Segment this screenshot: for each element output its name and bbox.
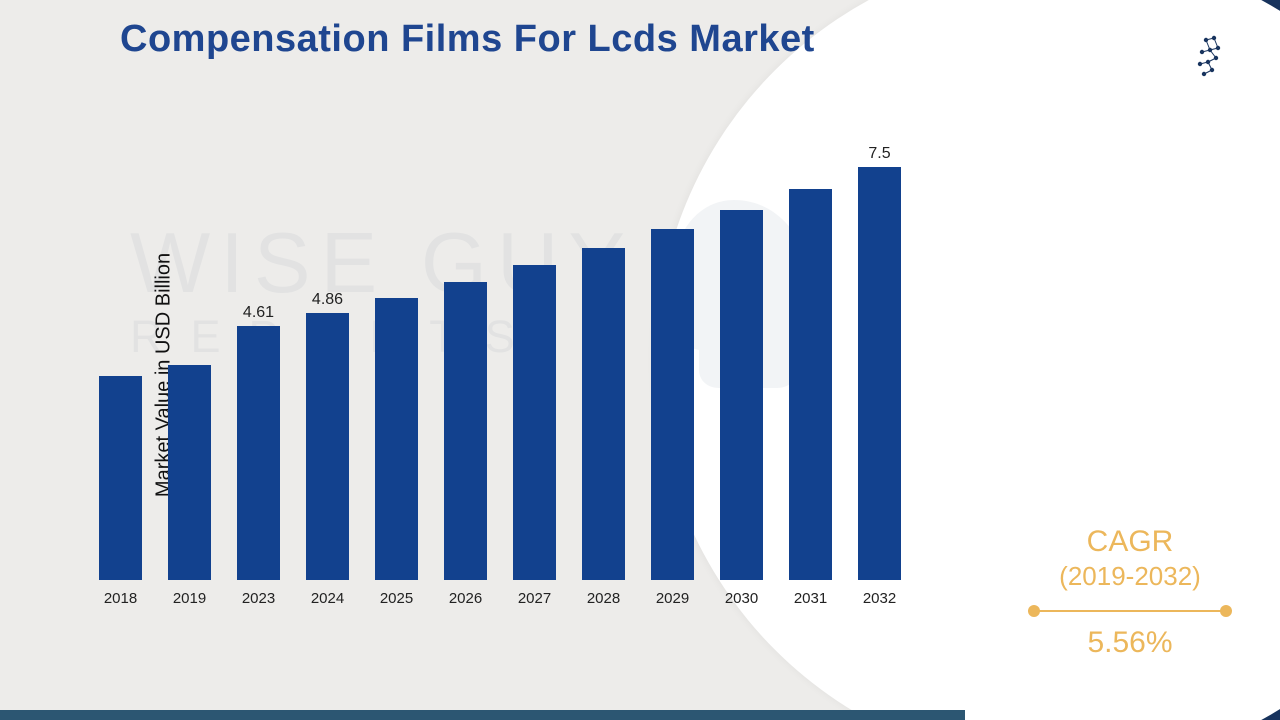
x-axis: 2018 2019 2023 2024 2025 2026 2027 2028 2029 2030… [90,584,910,610]
logo-head-icon [1172,20,1232,90]
bar [720,210,763,580]
brand-logo: WISE GUY REPORTS [990,20,1250,90]
x-tick-label: 2026 [439,584,492,610]
x-tick-label: 2032 [853,584,906,610]
cagr-value: 5.56% [1010,626,1250,660]
bar-wrap [646,207,699,580]
x-tick-label: 2018 [94,584,147,610]
bar-wrap: 4.86 [301,291,354,580]
bar-wrap [94,354,147,580]
x-tick-label: 2027 [508,584,561,610]
cagr-block: CAGR (2019-2032) 5.56% [1010,525,1250,660]
bar-chart: Market Value in USD Billion 4.614.867.5 … [80,140,910,610]
bar-value-label: 4.61 [243,304,274,322]
bar-wrap [508,243,561,580]
bar [444,282,487,580]
bar-wrap [784,167,837,580]
bar-wrap [715,188,768,580]
chart-title: Compensation Films For Lcds Market [120,18,815,61]
plot-area: 4.61 4.86 7.5 [90,140,910,580]
x-tick-label: 2029 [646,584,699,610]
stage: Compensation Films For Lcds Market WISE … [0,0,1280,720]
bar-wrap [439,260,492,580]
logo-line1: WISE GUY [990,31,1164,61]
bar [858,167,901,580]
bar [651,229,694,580]
x-tick-label: 2031 [784,584,837,610]
x-tick-label: 2019 [163,584,216,610]
x-tick-label: 2024 [301,584,354,610]
bar-wrap: 4.61 [232,304,285,580]
bar [99,376,142,580]
bar-wrap [163,343,216,580]
bar-value-label: 7.5 [868,145,890,163]
bar [306,313,349,580]
bar-wrap: 7.5 [853,145,906,580]
logo-line2: REPORTS [990,65,1164,80]
bar [237,326,280,580]
bar [582,248,625,580]
bar [168,365,211,580]
x-tick-label: 2030 [715,584,768,610]
cagr-divider [1030,610,1230,612]
bar [375,298,418,580]
bar [789,189,832,580]
bar-value-label: 4.86 [312,291,343,309]
x-tick-label: 2028 [577,584,630,610]
x-tick-label: 2023 [232,584,285,610]
x-tick-label: 2025 [370,584,423,610]
cagr-range: (2019-2032) [1010,561,1250,592]
bottom-strip [0,710,965,720]
bar-wrap [370,276,423,580]
bar-wrap [577,226,630,580]
cagr-title: CAGR [1010,525,1250,559]
bar [513,265,556,580]
